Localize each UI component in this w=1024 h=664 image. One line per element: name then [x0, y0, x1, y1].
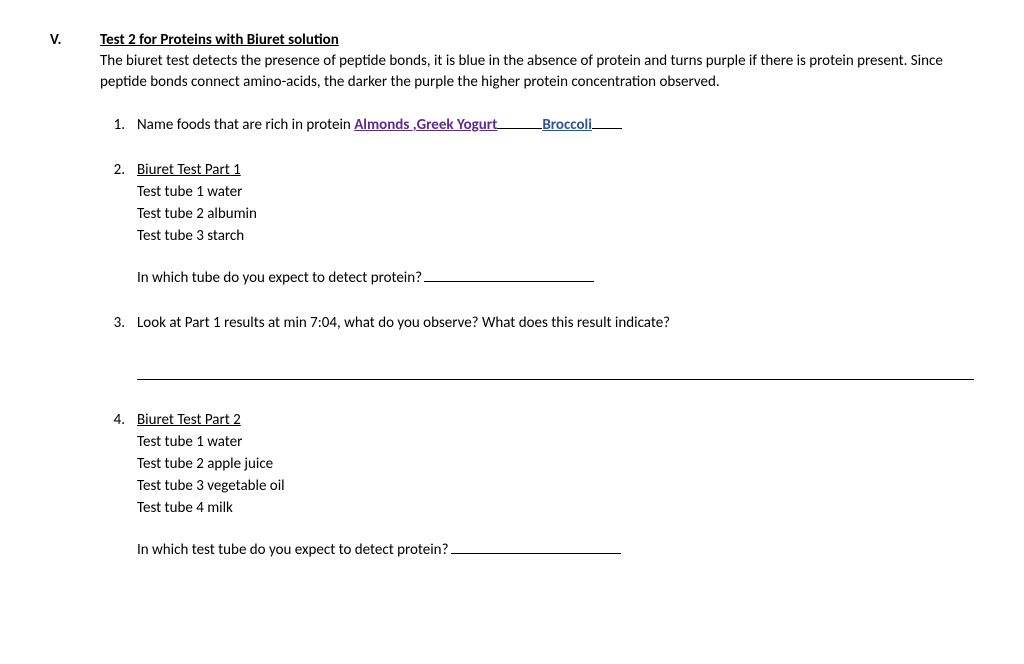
q2-tube-1: Test tube 1 water	[137, 182, 974, 203]
q3-text: Look at Part 1 results at min 7:04, what…	[137, 314, 670, 332]
intro-block: Test 2 for Proteins with Biuret solution…	[100, 30, 974, 93]
q4-title: Biuret Test Part 2	[137, 410, 974, 431]
item-1: 1. Name foods that are rich in protein A…	[100, 115, 974, 136]
spacer	[100, 384, 974, 410]
q4-question-line: In which test tube do you expect to dete…	[137, 540, 974, 561]
q1-answer-2: Greek Yogurt	[417, 116, 498, 134]
item-1-number: 1.	[100, 115, 125, 136]
q2-title: Biuret Test Part 1	[137, 160, 974, 181]
item-3-body: Look at Part 1 results at min 7:04, what…	[137, 313, 974, 380]
section-title: Test 2 for Proteins with Biuret solution	[100, 31, 339, 49]
item-2-body: Biuret Test Part 1 Test tube 1 water Tes…	[137, 160, 974, 289]
section-content: Test 2 for Proteins with Biuret solution…	[100, 30, 974, 565]
q1-answer-3: Broccoli	[542, 116, 592, 134]
q2-tube-3: Test tube 3 starch	[137, 226, 974, 247]
q4-tube-2: Test tube 2 apple juice	[137, 454, 974, 475]
q3-answer-line	[137, 378, 974, 380]
q4-blank	[451, 553, 621, 554]
item-3-number: 3.	[100, 313, 125, 334]
item-4: 4. Biuret Test Part 2 Test tube 1 water …	[100, 410, 974, 561]
item-4-body: Biuret Test Part 2 Test tube 1 water Tes…	[137, 410, 974, 561]
item-4-number: 4.	[100, 410, 125, 431]
q4-tube-1: Test tube 1 water	[137, 432, 974, 453]
roman-numeral: V.	[30, 30, 100, 51]
q2-question: In which tube do you expect to detect pr…	[137, 269, 422, 287]
spacer	[100, 140, 974, 160]
q2-blank	[424, 281, 594, 282]
item-2: 2. Biuret Test Part 1 Test tube 1 water …	[100, 160, 974, 289]
q4-tube-4: Test tube 4 milk	[137, 498, 974, 519]
blank-short-2	[592, 128, 622, 129]
spacer	[137, 248, 974, 268]
q4-question: In which test tube do you expect to dete…	[137, 541, 449, 559]
item-2-number: 2.	[100, 160, 125, 181]
spacer	[100, 293, 974, 313]
q2-tube-2: Test tube 2 albumin	[137, 204, 974, 225]
item-1-body: Name foods that are rich in protein Almo…	[137, 115, 974, 136]
item-3: 3. Look at Part 1 results at min 7:04, w…	[100, 313, 974, 380]
q4-tube-3: Test tube 3 vegetable oil	[137, 476, 974, 497]
intro-text: The biuret test detects the presence of …	[100, 52, 943, 91]
blank-short	[497, 128, 542, 129]
q2-question-line: In which tube do you expect to detect pr…	[137, 268, 974, 289]
q1-text: Name foods that are rich in protein	[137, 116, 354, 134]
q1-answer-1: Almonds	[354, 116, 413, 134]
spacer	[137, 520, 974, 540]
section-row: V. Test 2 for Proteins with Biuret solut…	[30, 30, 974, 565]
